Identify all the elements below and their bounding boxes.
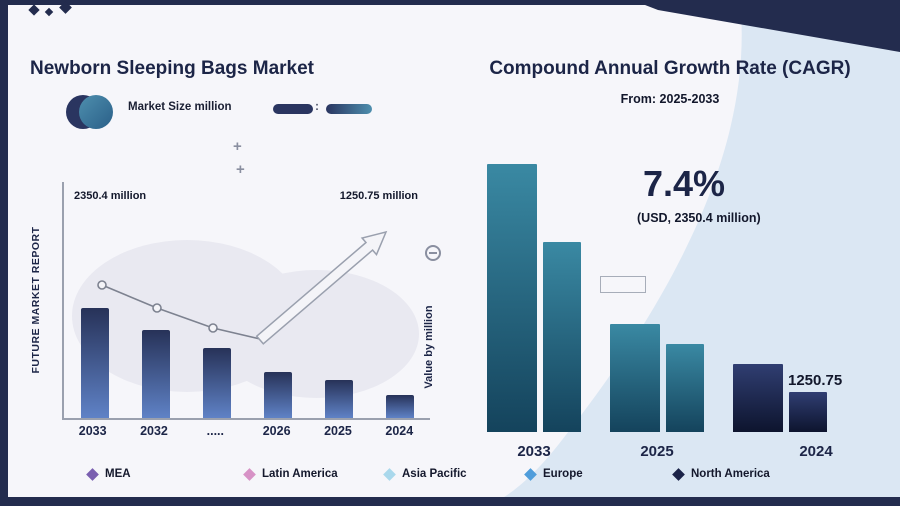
bar-2033-series-b xyxy=(543,242,581,432)
annotation-left-value: 2350.4 million xyxy=(74,190,147,202)
bar-2026 xyxy=(263,372,292,418)
legend-item-latin-america: Latin America xyxy=(243,467,338,481)
x-tick-label: 2032 xyxy=(140,424,168,438)
x-tick-label: 2025 xyxy=(324,424,352,438)
frame-left-strip xyxy=(0,0,8,506)
x-tick-label: 2024 xyxy=(385,424,414,438)
market-size-chart-plot xyxy=(62,182,430,420)
legend-label: MEA xyxy=(105,468,131,480)
right-chart-y-axis-label: Value by million xyxy=(423,305,435,389)
left-chart-annotations: 2350.4 million 1250.75 million xyxy=(62,190,430,202)
right-chart-title: Compound Annual Growth Rate (CAGR) xyxy=(489,58,851,79)
legend-diamond-icon xyxy=(672,467,685,481)
legend-diamond-icon xyxy=(524,467,537,481)
plus-icon: + xyxy=(233,138,242,155)
annotation-right-value: 1250.75 million xyxy=(339,190,418,202)
legend-pill-dark xyxy=(273,104,313,114)
legend-label: Europe xyxy=(543,468,583,480)
bar-2025 xyxy=(324,380,353,418)
legend-item-europe: Europe xyxy=(524,467,583,481)
cagr-value: 7.4% xyxy=(643,163,726,204)
rectangle-outline-decoration xyxy=(600,276,646,293)
pill-separator: : xyxy=(315,99,319,113)
bar-2024 xyxy=(385,395,414,418)
legend-diamond-icon xyxy=(86,467,99,481)
left-chart-title: Newborn Sleeping Bags Market xyxy=(30,58,315,79)
x-tick-label: 2024 xyxy=(799,443,833,460)
legend-item-mea: MEA xyxy=(86,467,131,481)
bar-2024-series-a xyxy=(733,364,783,432)
plus-icon: + xyxy=(236,161,245,178)
market-size-label: Market Size million xyxy=(128,101,232,113)
market-size-bars xyxy=(64,182,430,418)
bar-2024-series-b xyxy=(789,392,827,432)
bar-2025-series-b xyxy=(666,344,704,432)
minus-circle-icon xyxy=(425,245,441,261)
bar-group-2025 xyxy=(610,324,704,432)
legend-item-asia-pacific: Asia Pacific xyxy=(383,467,467,481)
legend-diamond-icon xyxy=(243,467,256,481)
bar-2033-series-a xyxy=(487,164,537,432)
right-chart-subtitle: From: 2025-2033 xyxy=(620,92,720,106)
swoosh-shape xyxy=(482,0,900,506)
left-chart-y-axis-label: FUTURE MARKET REPORT xyxy=(30,226,42,374)
legend-item-north-america: North America xyxy=(672,467,770,481)
bar-group-2024 xyxy=(733,364,827,432)
legend-label: Asia Pacific xyxy=(402,468,467,480)
bar-..... xyxy=(202,348,231,418)
cagr-unit: (USD, 2350.4 million) xyxy=(637,211,761,225)
region-legend: MEA Latin America Asia Pacific Europe North … xyxy=(0,467,900,488)
market-size-donut-icon xyxy=(66,94,116,130)
cagr-chart-plot: 2033 2025 2024 xyxy=(478,160,870,460)
bar-group-2033 xyxy=(487,164,581,432)
frame-bottom-strip xyxy=(0,497,900,506)
legend-label: North America xyxy=(691,468,770,480)
x-tick-label: 2033 xyxy=(517,443,551,460)
legend-diamond-icon xyxy=(383,467,396,481)
legend-label: Latin America xyxy=(262,468,338,480)
x-tick-label: 2026 xyxy=(262,424,291,438)
bar-2032 xyxy=(141,330,170,418)
legend-pill-gradient xyxy=(326,104,372,114)
bar-2025-series-a xyxy=(610,324,660,432)
frame-top-strip xyxy=(0,0,655,5)
left-chart-x-axis-labels: 2033 2032..... 2026 2025 2024 xyxy=(62,424,430,438)
corner-banner-shape xyxy=(632,0,900,52)
x-tick-label: ..... xyxy=(206,424,224,438)
x-tick-label: 2033 xyxy=(78,424,107,438)
x-tick-label: 2025 xyxy=(640,443,674,460)
bar-2033 xyxy=(80,308,109,418)
value-annotation-2024: 1250.75 xyxy=(788,372,843,389)
